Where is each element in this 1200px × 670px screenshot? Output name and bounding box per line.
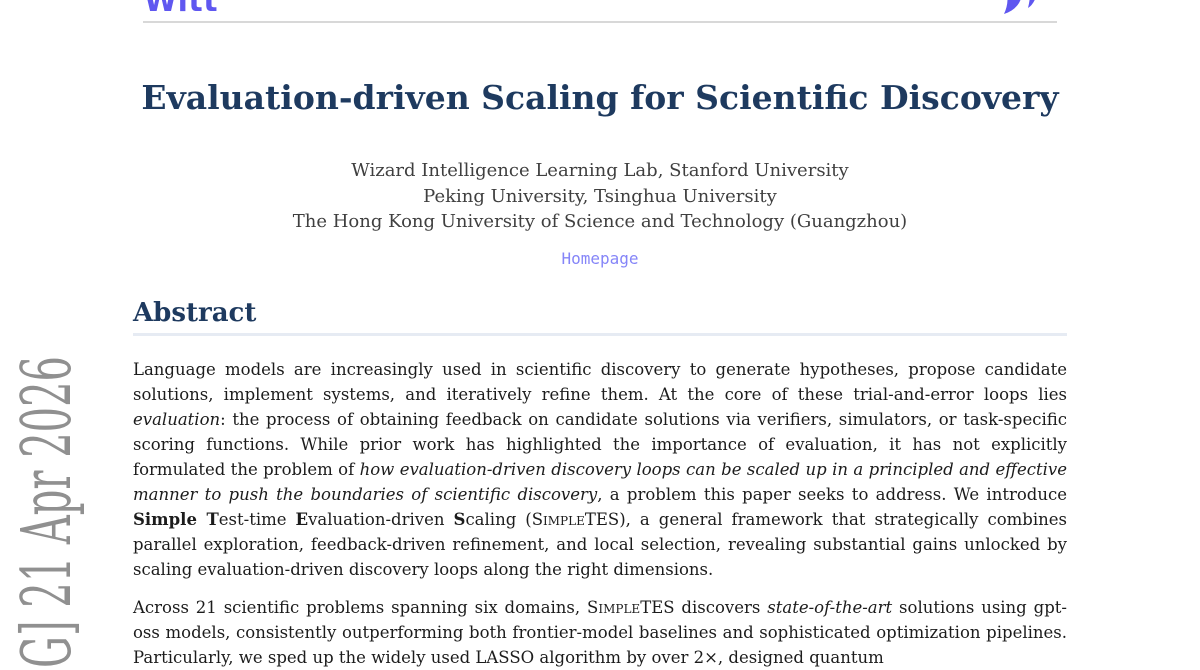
paper-title: Evaluation-driven Scaling for Scientific…	[141, 78, 1059, 117]
affiliations-block: Wizard Intelligence Learning Lab, Stanfo…	[133, 158, 1067, 235]
abstract-paragraph: Language models are increasingly used in…	[133, 359, 1067, 579]
affiliation-line: Peking University, Tsinghua University	[423, 185, 777, 207]
header-divider	[143, 21, 1057, 23]
homepage-link[interactable]: Homepage	[561, 248, 639, 268]
abstract-text: Language models are increasingly used in…	[133, 357, 1067, 670]
affiliation-line: Wizard Intelligence Learning Lab, Stanfo…	[351, 160, 849, 181]
affiliation-line: The Hong Kong University of Science and …	[292, 211, 908, 232]
site-logo[interactable]: Witt	[144, 0, 219, 19]
abstract-heading: Abstract	[133, 297, 257, 328]
abstract-paragraph: Across 21 scientific problems spanning s…	[133, 597, 1067, 667]
quote-mark-icon[interactable]	[1002, 0, 1038, 19]
abstract-divider	[133, 332, 1067, 336]
arxiv-date-watermark: G] 21 Apr 2026	[8, 355, 88, 668]
paper-content: Evaluation-driven Scaling for Scientific…	[133, 0, 1067, 670]
